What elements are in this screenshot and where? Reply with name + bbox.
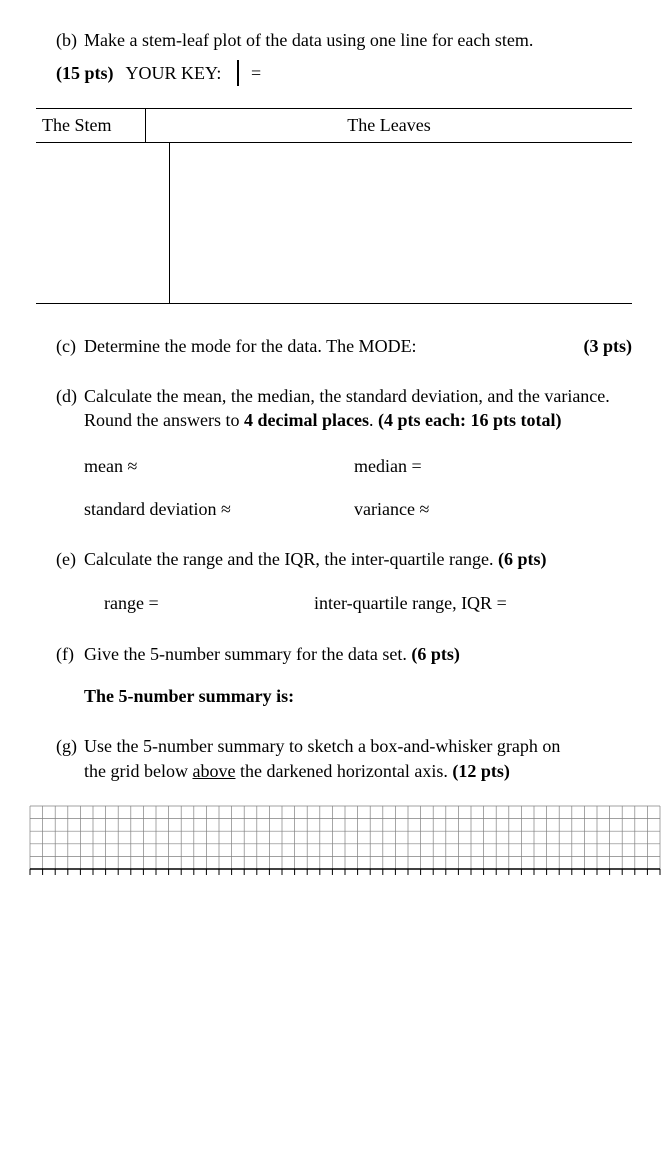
pts-c: (3 pts) (584, 334, 633, 358)
f-text: Give the 5-number summary for the data s… (84, 644, 411, 664)
key-divider (237, 60, 239, 86)
label-e: (e) (56, 547, 84, 571)
stemleaf-body (36, 143, 632, 303)
stem-separator (60, 143, 170, 303)
five-num-summary: The 5-number summary is: (56, 684, 632, 708)
text-b: Make a stem-leaf plot of the data using … (84, 28, 632, 52)
label-c: (c) (56, 334, 84, 358)
pts-f: (6 pts) (411, 644, 460, 664)
text-d1: Calculate the mean, the median, the stan… (84, 384, 632, 408)
stemleaf-table: The Stem The Leaves (36, 108, 632, 303)
stem-header: The Stem (36, 109, 146, 141)
question-f: (f) Give the 5-number summary for the da… (56, 642, 632, 709)
label-d: (d) (56, 384, 84, 408)
question-c: (c) Determine the mode for the data. The… (56, 334, 632, 358)
e-text: Calculate the range and the IQR, the int… (84, 549, 498, 569)
d2a: Round the answers to (84, 410, 244, 430)
text-e: Calculate the range and the IQR, the int… (84, 547, 632, 571)
g2a: the grid below (84, 761, 192, 781)
text-g2: the grid below above the darkened horizo… (84, 759, 632, 783)
median-label: median = (354, 454, 632, 478)
label-f: (f) (56, 642, 84, 666)
leaves-header: The Leaves (146, 109, 632, 141)
grid-svg (26, 805, 664, 876)
key-eq: = (251, 61, 261, 85)
stemleaf-header: The Stem The Leaves (36, 109, 632, 142)
sd-label: standard deviation ≈ (84, 497, 354, 521)
question-g: (g) Use the 5-number summary to sketch a… (56, 734, 632, 783)
text-d2: Round the answers to 4 decimal places. (… (84, 408, 632, 432)
text-g1: Use the 5-number summary to sketch a box… (84, 734, 632, 758)
label-b: (b) (56, 28, 84, 52)
d2b: 4 decimal places (244, 410, 369, 430)
d2d: (4 pts each: 16 pts total) (378, 410, 561, 430)
d2c: . (369, 410, 378, 430)
pts-b: (15 pts) (56, 61, 114, 85)
g2b: above (192, 761, 235, 781)
question-e: (e) Calculate the range and the IQR, the… (56, 547, 632, 616)
iqr-label: inter-quartile range, IQR = (314, 591, 507, 615)
boxplot-grid (26, 805, 664, 876)
pts-e: (6 pts) (498, 549, 547, 569)
text-f: Give the 5-number summary for the data s… (84, 642, 632, 666)
pts-g: (12 pts) (452, 761, 510, 781)
question-b: (b) Make a stem-leaf plot of the data us… (56, 28, 632, 86)
range-label: range = (104, 591, 314, 615)
page: (b) Make a stem-leaf plot of the data us… (0, 0, 668, 876)
text-c: Determine the mode for the data. The MOD… (84, 334, 417, 358)
yourkey: YOUR KEY: (126, 61, 222, 85)
question-d: (d) Calculate the mean, the median, the … (56, 384, 632, 521)
g2c: the darkened horizontal axis. (235, 761, 452, 781)
mean-label: mean ≈ (84, 454, 354, 478)
variance-label: variance ≈ (354, 497, 632, 521)
label-g: (g) (56, 734, 84, 758)
